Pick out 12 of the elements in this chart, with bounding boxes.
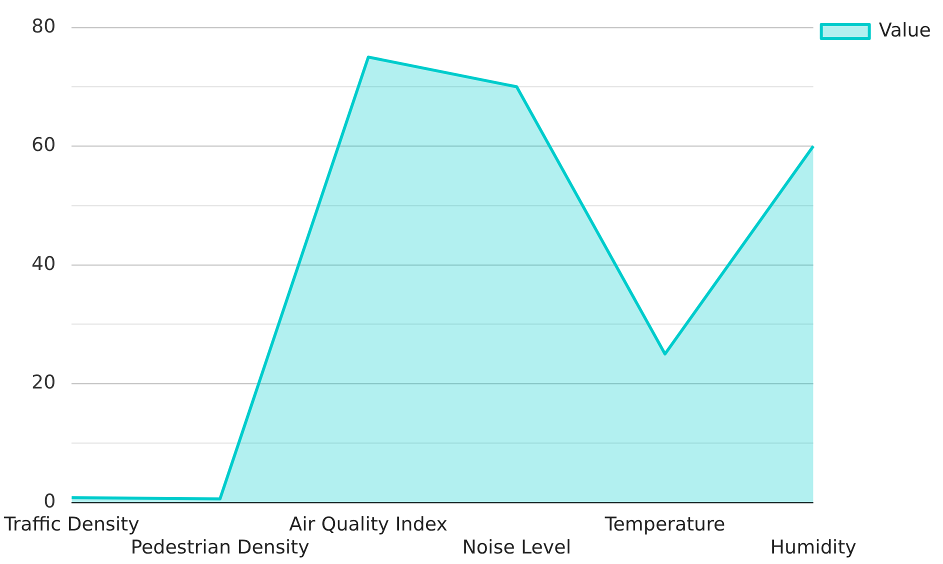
x-tick-label: Humidity [770, 536, 856, 559]
y-tick-label: 40 [31, 252, 56, 275]
x-tick-label: Pedestrian Density [130, 536, 310, 559]
x-tick-label: Temperature [604, 514, 726, 536]
x-tick-label: Traffic Density [3, 514, 140, 536]
y-tick-label: 80 [31, 15, 56, 38]
y-tick-label: 0 [44, 490, 56, 512]
y-tick-label: 20 [31, 372, 56, 394]
x-tick-label: Noise Level [462, 536, 572, 559]
x-tick-label: Air Quality Index [289, 514, 448, 536]
legend-label: Value [878, 19, 932, 42]
y-tick-label: 60 [31, 134, 56, 156]
